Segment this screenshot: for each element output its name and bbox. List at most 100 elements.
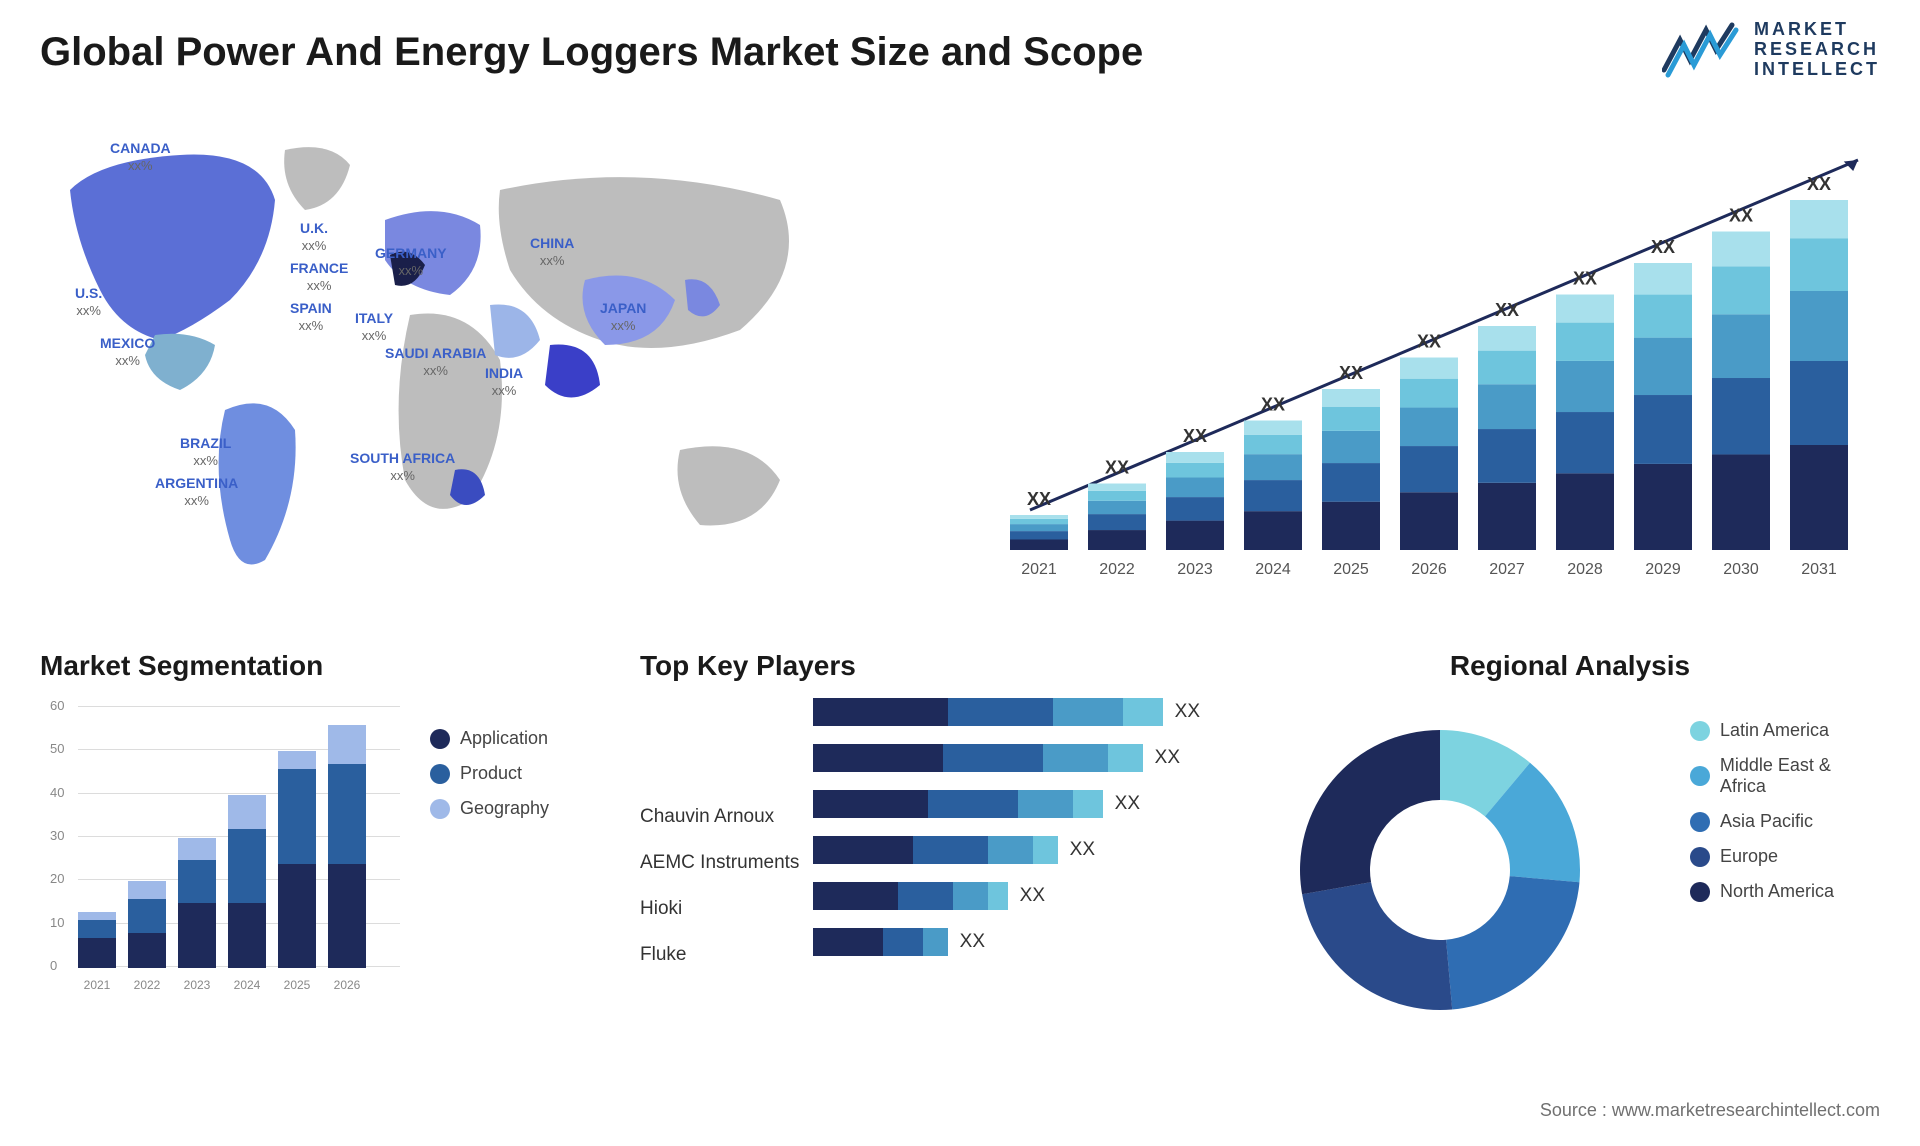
page-title: Global Power And Energy Loggers Market S… [40, 30, 1143, 75]
regional-legend-item: North America [1690, 881, 1880, 902]
player-bar-seg [948, 698, 1053, 726]
seg-bar-segment [328, 725, 366, 764]
legend-swatch [1690, 721, 1710, 741]
yearly-bar-seg [1790, 445, 1848, 550]
legend-swatch [1690, 812, 1710, 832]
player-bar-value: XX [1175, 701, 1200, 723]
map-label-u-s-: U.S.xx% [75, 285, 102, 319]
seg-year-label: 2023 [178, 978, 216, 992]
player-bar-seg [943, 744, 1043, 772]
seg-bar-segment [128, 933, 166, 968]
legend-label: Middle East & Africa [1720, 755, 1880, 797]
donut-chart [1270, 710, 1630, 1030]
yearly-bar-seg [1400, 379, 1458, 408]
yearly-bar-seg [1478, 384, 1536, 429]
legend-label: Latin America [1720, 720, 1829, 741]
seg-ytick: 50 [50, 741, 64, 756]
player-label: Chauvin Arnoux [640, 794, 813, 840]
player-label [640, 748, 813, 794]
seg-bar-segment [178, 838, 216, 860]
yearly-bar-seg [1400, 492, 1458, 550]
seg-bar-segment [328, 764, 366, 864]
map-label-u-k-: U.K.xx% [300, 220, 328, 254]
seg-ytick: 60 [50, 698, 64, 713]
yearly-bar-seg [1634, 395, 1692, 464]
seg-bar-segment [78, 938, 116, 968]
segmentation-panel: Market Segmentation 0102030405060 202120… [40, 650, 600, 1070]
seg-year-label: 2021 [78, 978, 116, 992]
seg-bar-segment [78, 912, 116, 921]
player-bar-row: XX [813, 836, 1200, 864]
seg-legend-item: Product [430, 763, 549, 784]
player-bar-seg [813, 790, 928, 818]
map-label-south-africa: SOUTH AFRICAxx% [350, 450, 455, 484]
yearly-bar-seg [1556, 323, 1614, 361]
yearly-bar-year-label: 2023 [1177, 561, 1213, 578]
logo-text: MARKET RESEARCH INTELLECT [1754, 20, 1880, 79]
yearly-bar-seg [1088, 501, 1146, 514]
yearly-bar-top-label: XX [1651, 237, 1675, 257]
yearly-bar-seg [1322, 389, 1380, 407]
seg-bar-segment [278, 864, 316, 968]
yearly-bar-top-label: XX [1495, 300, 1519, 320]
logo-icon [1662, 20, 1742, 80]
legend-label: Application [460, 728, 548, 749]
yearly-bar-seg [1010, 519, 1068, 524]
yearly-bar-seg [1556, 473, 1614, 550]
yearly-bar-seg [1166, 521, 1224, 550]
seg-bar [328, 725, 366, 968]
yearly-bar-seg [1322, 431, 1380, 463]
player-label: Hioki [640, 886, 813, 932]
yearly-bar-seg [1322, 463, 1380, 502]
regional-panel: Regional Analysis Latin America Middle Ea… [1260, 650, 1880, 1070]
legend-swatch [430, 799, 450, 819]
seg-year-label: 2026 [328, 978, 366, 992]
legend-swatch [1690, 847, 1710, 867]
legend-swatch [1690, 882, 1710, 902]
yearly-bar-year-label: 2024 [1255, 561, 1291, 578]
map-label-china: CHINAxx% [530, 235, 574, 269]
player-bar-value: XX [1020, 885, 1045, 907]
player-bar-seg [1033, 836, 1058, 864]
yearly-bar-seg [1088, 530, 1146, 550]
seg-year-label: 2022 [128, 978, 166, 992]
yearly-bar-seg [1010, 524, 1068, 531]
yearly-bar-year-label: 2027 [1489, 561, 1525, 578]
yearly-bar-top-label: XX [1027, 489, 1051, 509]
legend-swatch [430, 764, 450, 784]
yearly-bar-seg [1400, 446, 1458, 492]
yearly-bar-seg [1790, 239, 1848, 292]
yearly-bar-top-label: XX [1573, 269, 1597, 289]
player-bar-seg [1053, 698, 1123, 726]
player-bar-seg [1018, 790, 1073, 818]
seg-bar-segment [178, 860, 216, 903]
player-bar-seg [1123, 698, 1163, 726]
yearly-bar-seg [1556, 361, 1614, 412]
donut-slice [1446, 876, 1579, 1009]
seg-bar-segment [78, 920, 116, 937]
seg-bar-segment [228, 795, 266, 830]
yearly-bar-seg [1478, 483, 1536, 550]
player-bar-seg [953, 882, 988, 910]
yearly-bar-seg [1322, 407, 1380, 431]
yearly-bar-seg [1322, 502, 1380, 550]
legend-label: North America [1720, 881, 1834, 902]
player-bar-value: XX [1070, 839, 1095, 861]
map-label-argentina: ARGENTINAxx% [155, 475, 238, 509]
segmentation-title: Market Segmentation [40, 650, 600, 682]
seg-ytick: 10 [50, 915, 64, 930]
player-bar-seg [813, 882, 898, 910]
yearly-bar-year-label: 2028 [1567, 561, 1603, 578]
yearly-bar-top-label: XX [1105, 458, 1129, 478]
seg-bar [78, 912, 116, 968]
player-bar-seg [988, 882, 1008, 910]
yearly-bar-seg [1400, 408, 1458, 447]
top-players-panel: Top Key Players Chauvin ArnouxAEMC Instr… [640, 650, 1200, 1070]
seg-ytick: 0 [50, 958, 57, 973]
regional-title: Regional Analysis [1260, 650, 1880, 682]
legend-label: Europe [1720, 846, 1778, 867]
yearly-bar-seg [1712, 314, 1770, 378]
player-bar-seg [923, 928, 948, 956]
seg-year-label: 2024 [228, 978, 266, 992]
yearly-bar-seg [1244, 511, 1302, 550]
